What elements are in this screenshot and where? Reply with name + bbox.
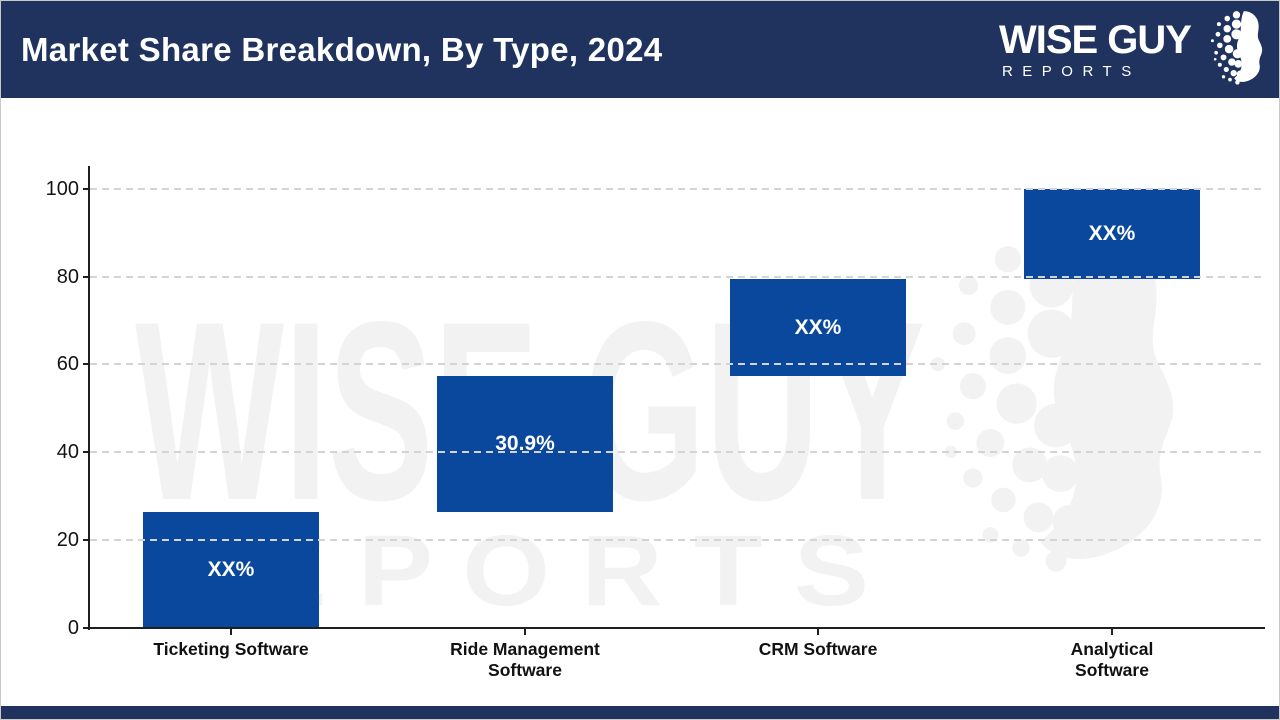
gridline-100 — [90, 187, 1265, 190]
gridline-20 — [90, 539, 1265, 542]
x-tick-mark-1 — [230, 628, 232, 635]
y-tick-mark-40 — [83, 451, 90, 454]
bar-value-label-1: XX% — [207, 558, 255, 581]
y-tick-label-20: 20 — [56, 529, 79, 552]
y-tick-label-40: 40 — [56, 441, 79, 464]
y-tick-mark-100 — [83, 187, 90, 190]
x-axis-line — [88, 627, 1265, 629]
y-tick-label-80: 80 — [56, 265, 79, 288]
x-tick-mark-4 — [1111, 628, 1113, 635]
bar-value-label-4: XX% — [1088, 221, 1136, 245]
header-banner: Market Share Breakdown, By Type, 2024 WI… — [1, 1, 1279, 98]
waterfall-bar-3 — [730, 278, 906, 377]
logo-sub-text: REPORTS — [1001, 62, 1141, 80]
y-tick-mark-20 — [83, 539, 90, 542]
category-label-3: CRM Software — [758, 639, 878, 659]
y-tick-mark-0 — [83, 627, 90, 629]
logo-brand-text: WISE GUY — [998, 17, 1192, 62]
y-tick-label-0: 0 — [67, 617, 79, 639]
bar-value-label-2: 30.9% — [495, 432, 555, 456]
footer-bar — [1, 706, 1279, 719]
y-tick-label-60: 60 — [56, 353, 79, 376]
chart-title: Market Share Breakdown, By Type, 2024 — [21, 30, 663, 68]
category-label-1: Ticketing Software — [153, 639, 309, 659]
category-label-4: Analytical Software — [1070, 639, 1154, 680]
waterfall-bar-1 — [143, 512, 319, 628]
waterfall-bar-4 — [1024, 188, 1200, 279]
x-tick-mark-2 — [524, 628, 526, 635]
y-axis-line — [88, 166, 90, 630]
x-tick-mark-3 — [817, 628, 819, 635]
bar-value-label-3: XX% — [794, 315, 842, 339]
gridline-40 — [90, 451, 1265, 454]
gridline-80 — [90, 275, 1265, 278]
category-label-2: Ride Management Software — [450, 639, 600, 680]
y-tick-label-100: 100 — [45, 177, 79, 200]
wiseguy-logo-text: WISE GUY REPORTS — [998, 17, 1192, 80]
wiseguy-head-icon — [1193, 8, 1267, 92]
y-tick-mark-60 — [83, 363, 90, 366]
gridline-60 — [90, 363, 1265, 366]
y-tick-mark-80 — [83, 275, 90, 278]
wiseguy-logo: WISE GUY REPORTS — [999, 8, 1279, 92]
waterfall-bar-2 — [437, 376, 613, 512]
